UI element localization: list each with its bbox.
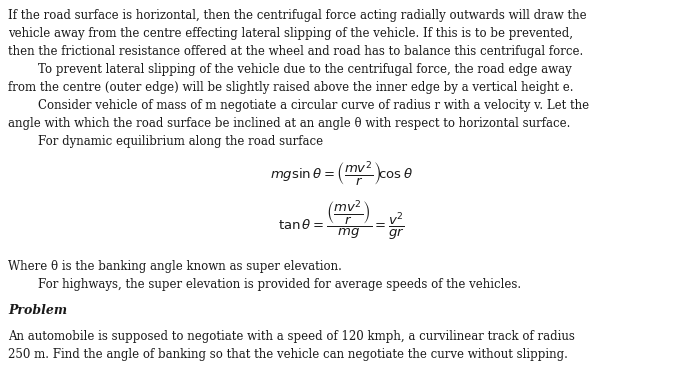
Text: Where θ is the banking angle known as super elevation.: Where θ is the banking angle known as su… <box>8 260 342 273</box>
Text: Problem: Problem <box>8 304 68 318</box>
Text: An automobile is supposed to negotiate with a speed of 120 kmph, a curvilinear t: An automobile is supposed to negotiate w… <box>8 329 575 343</box>
Text: To prevent lateral slipping of the vehicle due to the centrifugal force, the roa: To prevent lateral slipping of the vehic… <box>8 63 572 76</box>
Text: Consider vehicle of mass of m negotiate a circular curve of radius r with a velo: Consider vehicle of mass of m negotiate … <box>8 99 589 112</box>
Text: $\tan \theta = \dfrac{\left(\dfrac{mv^2}{r}\right)}{mg} = \dfrac{v^2}{gr}$: $\tan \theta = \dfrac{\left(\dfrac{mv^2}… <box>278 198 404 242</box>
Text: then the frictional resistance offered at the wheel and road has to balance this: then the frictional resistance offered a… <box>8 45 583 58</box>
Text: angle with which the road surface be inclined at an angle θ with respect to hori: angle with which the road surface be inc… <box>8 117 571 130</box>
Text: For highways, the super elevation is provided for average speeds of the vehicles: For highways, the super elevation is pro… <box>8 278 521 291</box>
Text: 250 m. Find the angle of banking so that the vehicle can negotiate the curve wit: 250 m. Find the angle of banking so that… <box>8 347 568 361</box>
Text: vehicle away from the centre effecting lateral slipping of the vehicle. If this : vehicle away from the centre effecting l… <box>8 27 573 40</box>
Text: If the road surface is horizontal, then the centrifugal force acting radially ou: If the road surface is horizontal, then … <box>8 9 587 22</box>
Text: $mg \sin \theta = \left(\dfrac{mv^2}{r}\right)\!\cos \theta$: $mg \sin \theta = \left(\dfrac{mv^2}{r}\… <box>269 159 413 188</box>
Text: from the centre (outer edge) will be slightly raised above the inner edge by a v: from the centre (outer edge) will be sli… <box>8 81 574 94</box>
Text: For dynamic equilibrium along the road surface: For dynamic equilibrium along the road s… <box>8 135 323 148</box>
